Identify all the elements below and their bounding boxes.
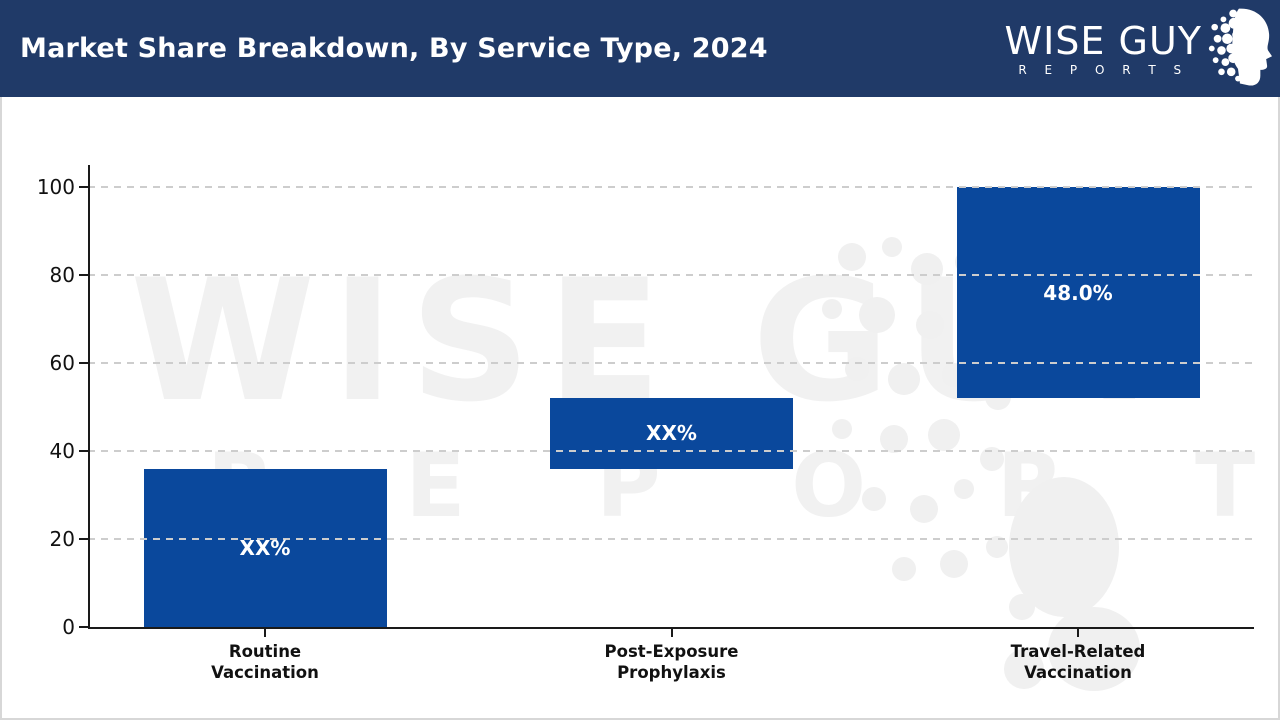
header-bar: Market Share Breakdown, By Service Type,… [0, 0, 1280, 97]
x-axis-tick [1077, 629, 1079, 637]
x-axis-category-label: Travel-Related Vaccination [918, 641, 1238, 683]
page-title: Market Share Breakdown, By Service Type,… [20, 33, 768, 64]
logo-head-icon [1208, 8, 1272, 86]
y-axis-tick [79, 186, 88, 188]
y-axis-tick [79, 274, 88, 276]
x-axis-line [88, 627, 1254, 629]
gridline [88, 538, 1254, 540]
y-axis-tick-label: 20 [49, 527, 75, 551]
y-axis-tick-label: 60 [49, 351, 75, 375]
x-axis-category-label: Post-Exposure Prophylaxis [512, 641, 832, 683]
y-axis-tick [79, 538, 88, 540]
x-axis-category-label-line: Post-Exposure [604, 642, 739, 661]
y-axis-tick [79, 450, 88, 452]
bar-chart: XX% XX% 48.0% 0 20 40 60 80 100 Routine Vaccinatio… [2, 97, 1278, 718]
x-axis-tick [264, 629, 266, 637]
y-axis-line [88, 165, 90, 629]
chart-area: WISE GUY R E P O R T S XX%XX%48.0 [0, 97, 1280, 720]
y-axis-tick [79, 626, 88, 628]
y-axis-tick-label: 100 [36, 175, 75, 199]
bar-segment [143, 468, 387, 627]
gridline [88, 362, 1254, 364]
logo-subtext: R E P O R T S [1018, 62, 1189, 77]
x-axis-tick [670, 629, 673, 637]
y-axis-tick-label: 80 [49, 263, 75, 287]
wise-guy-logo: WISE GUY R E P O R T S [1005, 6, 1272, 91]
x-axis-category-label-line: Routine [228, 642, 302, 661]
x-axis-category-label: Routine Vaccination [105, 641, 425, 683]
y-axis-tick-label: 0 [62, 615, 75, 639]
logo-wordmark: WISE GUY [1004, 18, 1202, 63]
x-axis-category-label-line: Vaccination [211, 663, 319, 682]
x-axis-category-label-line: Travel-Related [1010, 642, 1146, 661]
gridline [88, 186, 1254, 188]
bar-value-label: 48.0% [1043, 280, 1113, 305]
y-axis-tick-label: 40 [49, 439, 75, 463]
gridline [88, 450, 1254, 452]
x-axis-category-label-line: Prophylaxis [617, 663, 726, 682]
bar-value-label: XX% [239, 535, 291, 560]
logo-text: WISE GUY R E P O R T S [1005, 21, 1202, 77]
gridline [88, 274, 1254, 276]
bar-value-label: XX% [646, 421, 697, 446]
x-axis-category-label-line: Vaccination [1024, 663, 1132, 682]
y-axis-tick [79, 362, 88, 364]
bar-segment [550, 398, 793, 469]
